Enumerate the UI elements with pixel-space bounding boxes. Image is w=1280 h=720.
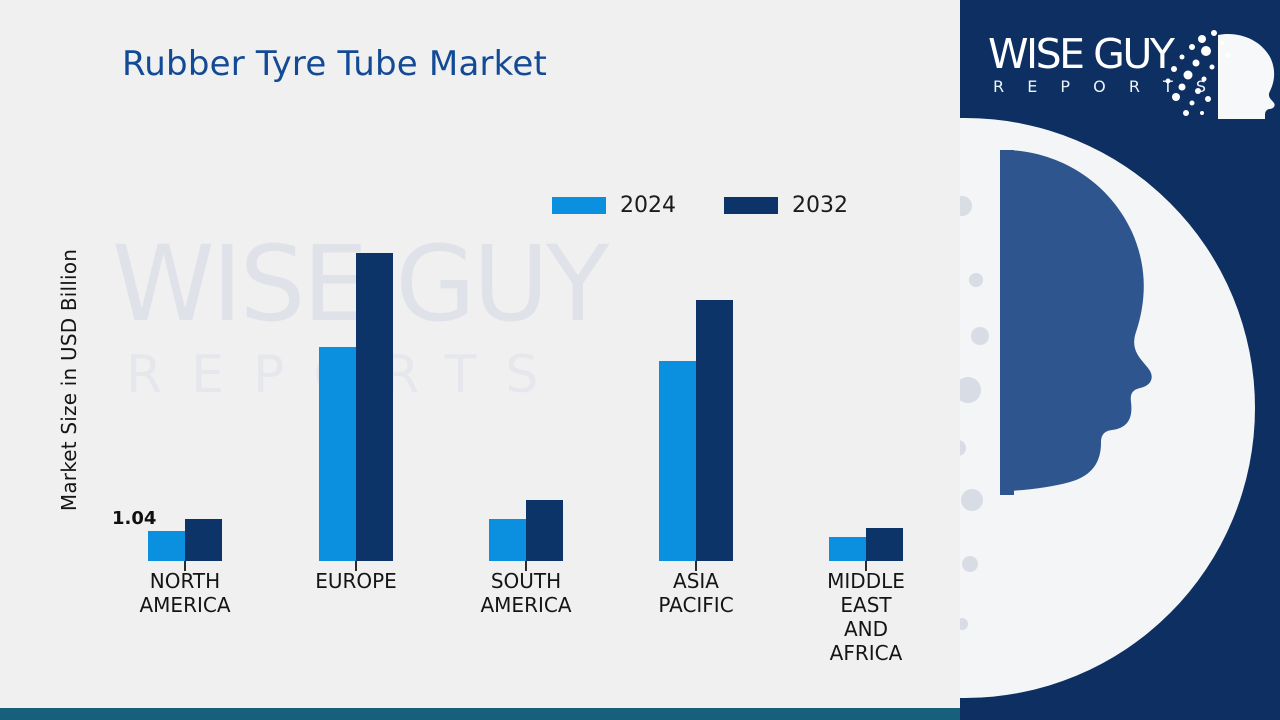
- category-label: ASIA PACIFIC: [658, 569, 734, 617]
- legend-swatch-2032: [724, 197, 778, 214]
- bar-2024[interactable]: [319, 347, 356, 561]
- bar-2032[interactable]: [866, 527, 903, 561]
- brand-logo: WISE GUY R E P O R T S: [988, 30, 1275, 119]
- category-label: MIDDLE EAST AND AFRICA: [827, 569, 905, 665]
- chart-legend: 2024 2032: [552, 193, 848, 218]
- axis-tick: [695, 561, 697, 571]
- footer-accent-strip: [0, 708, 960, 720]
- logo-subtitle: R E P O R T S: [993, 77, 1216, 96]
- head-silhouette-decor: [1000, 150, 1152, 495]
- category-label: EUROPE: [315, 569, 397, 593]
- bar-2032[interactable]: [185, 518, 222, 561]
- logo-wordmark: WISE GUY: [988, 30, 1175, 78]
- legend-label-2032: 2032: [792, 193, 848, 218]
- bar-2032[interactable]: [356, 253, 393, 561]
- page-title: Rubber Tyre Tube Market: [122, 44, 548, 84]
- legend-item-2024[interactable]: 2024: [552, 193, 676, 218]
- bar-2024[interactable]: [659, 361, 696, 561]
- chart-bars: NORTH AMERICA 1.04 EUROPE SOUTH AMERICA ASIA…: [112, 253, 905, 665]
- axis-tick: [525, 561, 527, 571]
- axis-tick: [184, 561, 186, 571]
- logo-head-dots-icon: [1165, 30, 1275, 119]
- category-label: NORTH AMERICA: [139, 569, 231, 617]
- molecule-dots-decor: [960, 196, 989, 630]
- brand-panel: [960, 0, 1280, 720]
- bar-2024[interactable]: [489, 518, 526, 561]
- legend-item-2032[interactable]: 2032: [724, 193, 848, 218]
- bar-2032[interactable]: [526, 499, 563, 561]
- bar-value-label: 1.04: [112, 508, 157, 530]
- axis-tick: [355, 561, 357, 571]
- bar-2024[interactable]: [148, 531, 185, 561]
- chart-plot-area: Market Size in USD Billion 2024 2032 NOR…: [57, 193, 905, 665]
- bar-2032[interactable]: [696, 300, 733, 561]
- legend-swatch-2024: [552, 197, 606, 214]
- legend-label-2024: 2024: [620, 193, 676, 218]
- category-label: SOUTH AMERICA: [480, 569, 572, 617]
- bar-2024[interactable]: [829, 537, 866, 561]
- axis-tick: [865, 561, 867, 571]
